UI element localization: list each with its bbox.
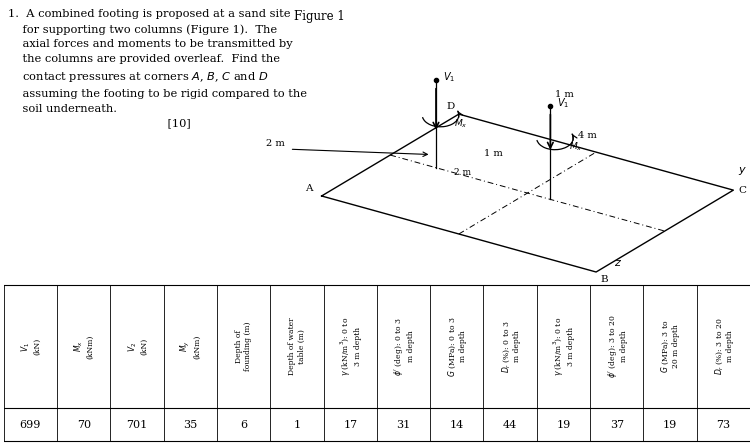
Text: B: B	[601, 275, 608, 284]
Text: $\gamma$ (kN/m$^3$): 0 to
3 m depth: $\gamma$ (kN/m$^3$): 0 to 3 m depth	[338, 317, 362, 376]
Text: 4 m: 4 m	[578, 131, 596, 140]
Text: 6: 6	[240, 420, 248, 430]
Text: $G$ (MPa): 0 to 3
m depth: $G$ (MPa): 0 to 3 m depth	[446, 316, 467, 377]
Text: $V_1$: $V_1$	[442, 70, 455, 85]
Text: $\phi'$ (deg): 0 to 3
m depth: $\phi'$ (deg): 0 to 3 m depth	[392, 317, 415, 376]
Text: 1: 1	[293, 420, 301, 430]
Text: $\gamma$ (kN/m$^3$): 0 to
3 m depth: $\gamma$ (kN/m$^3$): 0 to 3 m depth	[552, 317, 575, 376]
Text: 19: 19	[663, 420, 677, 430]
Text: A: A	[305, 184, 313, 193]
Text: $D_r$ (%): 0 to 3
m depth: $D_r$ (%): 0 to 3 m depth	[500, 320, 520, 373]
Text: Depth of water
table (m): Depth of water table (m)	[288, 318, 305, 375]
Text: C: C	[738, 186, 746, 194]
Text: $M_y$
(kNm): $M_y$ (kNm)	[179, 334, 202, 359]
Text: 14: 14	[450, 420, 464, 430]
Text: $V_1$: $V_1$	[557, 97, 569, 110]
Text: 19: 19	[556, 420, 571, 430]
Text: 17: 17	[344, 420, 357, 430]
Text: 31: 31	[397, 420, 411, 430]
Text: $V_1$
(kN): $V_1$ (kN)	[20, 338, 41, 355]
Text: 44: 44	[503, 420, 518, 430]
Text: $y$: $y$	[738, 165, 747, 177]
Text: 701: 701	[127, 420, 148, 430]
Text: 70: 70	[76, 420, 91, 430]
Text: 37: 37	[610, 420, 624, 430]
Text: $M_x$: $M_x$	[568, 141, 582, 153]
Text: 35: 35	[183, 420, 197, 430]
Text: Figure 1: Figure 1	[294, 10, 345, 23]
Text: $V_2$
(kN): $V_2$ (kN)	[126, 338, 148, 355]
Text: $D_r$ (%): 3 to 20
m depth: $D_r$ (%): 3 to 20 m depth	[712, 318, 734, 375]
Text: 2 m: 2 m	[454, 168, 472, 177]
Text: Depth of
founding (m): Depth of founding (m)	[235, 322, 252, 371]
Text: D: D	[446, 102, 454, 111]
Text: 1.  A combined footing is proposed at a sand site
    for supporting two columns: 1. A combined footing is proposed at a s…	[8, 9, 307, 128]
Text: $M_x$: $M_x$	[454, 118, 468, 130]
Text: 1 m: 1 m	[555, 90, 574, 99]
Text: $M_x$
(kNm): $M_x$ (kNm)	[73, 334, 94, 359]
Text: 73: 73	[716, 420, 730, 430]
Text: $G$ (MPa): 3 to
20 m depth: $G$ (MPa): 3 to 20 m depth	[660, 320, 680, 373]
Text: 699: 699	[20, 420, 41, 430]
Text: $z$: $z$	[614, 258, 622, 268]
Text: $\phi'$ (deg): 3 to 20
m depth: $\phi'$ (deg): 3 to 20 m depth	[606, 315, 628, 378]
Text: 1 m: 1 m	[484, 149, 502, 158]
Text: 2 m: 2 m	[266, 139, 285, 148]
